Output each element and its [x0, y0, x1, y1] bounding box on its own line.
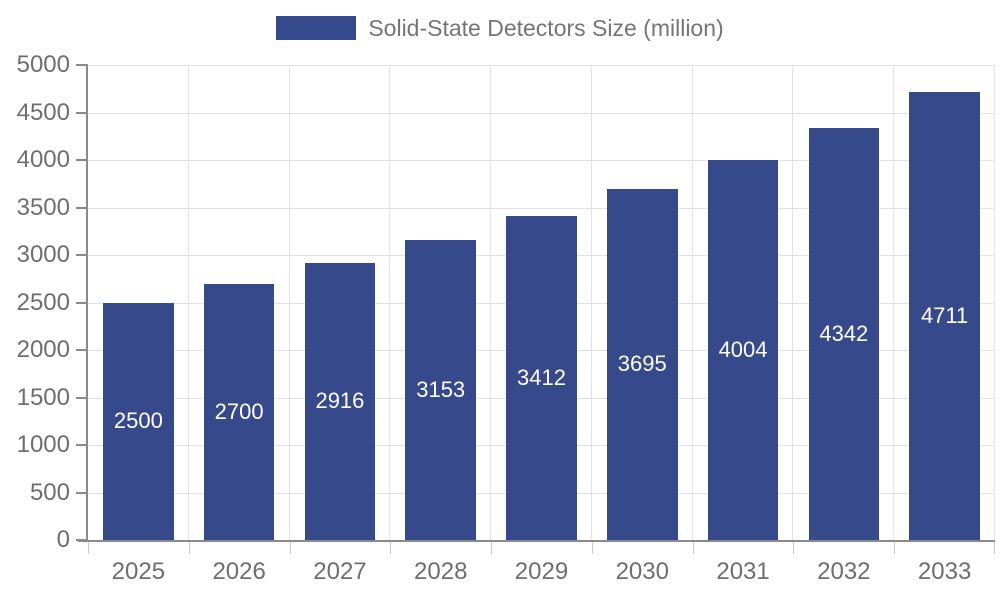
- x-axis-tick: [390, 540, 392, 554]
- legend[interactable]: Solid-State Detectors Size (million): [0, 16, 1000, 40]
- bar-value-label: 4711: [920, 303, 969, 329]
- y-axis-tick-label: 1500: [16, 383, 70, 411]
- x-axis-tick-label: 2027: [313, 558, 367, 585]
- x-axis-tick: [491, 540, 493, 554]
- bar-2031: 4004: [707, 159, 779, 540]
- y-axis-tick: [76, 159, 88, 161]
- y-axis-tick-label: 0: [56, 526, 70, 553]
- bar-2028: 3153: [405, 240, 476, 540]
- y-axis-tick: [76, 64, 88, 66]
- x-axis-tick-label: 2032: [817, 558, 871, 585]
- y-axis-tick: [76, 349, 88, 351]
- x-axis-tick-label: 2029: [514, 558, 569, 585]
- h-gridline: [88, 112, 995, 114]
- v-gridline: [187, 65, 189, 540]
- v-gridline: [792, 65, 794, 540]
- bar-value-label: 4004: [718, 336, 768, 362]
- plot-area: 0 500 1000 1500 2000 2500 3000 3500 4000 4500 5000…: [17, 53, 995, 584]
- bar-2033: 4711: [909, 92, 980, 540]
- y-axis-tick: [76, 254, 88, 256]
- y-axis-tick-label: 3500: [16, 193, 70, 221]
- y-axis-tick-label: 3000: [16, 241, 70, 268]
- y-axis-tick: [76, 396, 88, 399]
- bar-value-label: 4342: [819, 320, 869, 346]
- bar-value-label: 3153: [416, 377, 466, 403]
- bar-2026: 2700: [203, 283, 275, 540]
- bar-2032: 4342: [808, 127, 880, 540]
- x-axis-tick: [88, 540, 89, 554]
- y-axis-tick: [76, 206, 88, 209]
- x-axis-tick-label: 2030: [615, 558, 669, 585]
- x-axis-tick-label: 2028: [414, 558, 468, 585]
- y-axis-line: [86, 65, 88, 540]
- y-axis-tick: [76, 301, 88, 304]
- h-gridline: [88, 65, 995, 66]
- x-axis-tick: [994, 540, 995, 554]
- x-axis-line: [78, 540, 995, 542]
- h-gridline: [88, 207, 995, 209]
- y-axis-tick: [76, 111, 88, 114]
- v-gridline: [490, 65, 492, 540]
- x-axis-tick: [591, 540, 593, 554]
- x-axis-tick-label: 2033: [917, 558, 972, 585]
- y-axis-tick-label: 2000: [16, 336, 70, 363]
- x-axis-tick-label: 2031: [716, 558, 770, 585]
- x-axis-tick: [894, 540, 896, 554]
- y-axis-tick-label: 1000: [16, 431, 70, 458]
- bar-2029: 3412: [506, 215, 577, 540]
- bar-value-label: 2916: [315, 388, 365, 414]
- y-axis-tick-label: 4000: [16, 146, 70, 173]
- y-axis-tick: [76, 444, 88, 446]
- legend-label: Solid-State Detectors Size (million): [368, 14, 724, 41]
- v-gridline: [288, 65, 290, 540]
- y-axis-tick-label: 500: [29, 478, 70, 506]
- bar-value-label: 3412: [517, 364, 566, 390]
- y-axis-tick-label: 4500: [16, 98, 70, 126]
- bar-value-label: 3695: [617, 351, 667, 377]
- v-gridline: [893, 65, 895, 540]
- y-axis-tick-label: 2500: [16, 288, 70, 316]
- v-gridline: [389, 65, 391, 540]
- v-gridline: [691, 65, 693, 540]
- v-gridline: [590, 65, 592, 540]
- x-axis-tick: [188, 540, 190, 554]
- bar-value-label: 2700: [214, 398, 264, 424]
- legend-swatch: [276, 16, 357, 40]
- bar-2027: 2916: [304, 262, 376, 540]
- bar-2030: 3695: [607, 188, 678, 540]
- bar-value-label: 2500: [113, 408, 163, 434]
- v-gridline: [994, 65, 995, 540]
- h-gridline: [88, 160, 995, 161]
- y-axis-tick: [76, 491, 88, 494]
- x-axis-tick: [692, 540, 694, 554]
- x-axis-tick-label: 2026: [212, 558, 266, 585]
- x-axis-tick-label: 2025: [111, 558, 166, 585]
- y-axis-tick-label: 5000: [16, 51, 70, 78]
- x-axis-tick: [793, 540, 795, 554]
- x-axis-tick: [289, 540, 291, 554]
- bar-2025: 2500: [103, 302, 174, 540]
